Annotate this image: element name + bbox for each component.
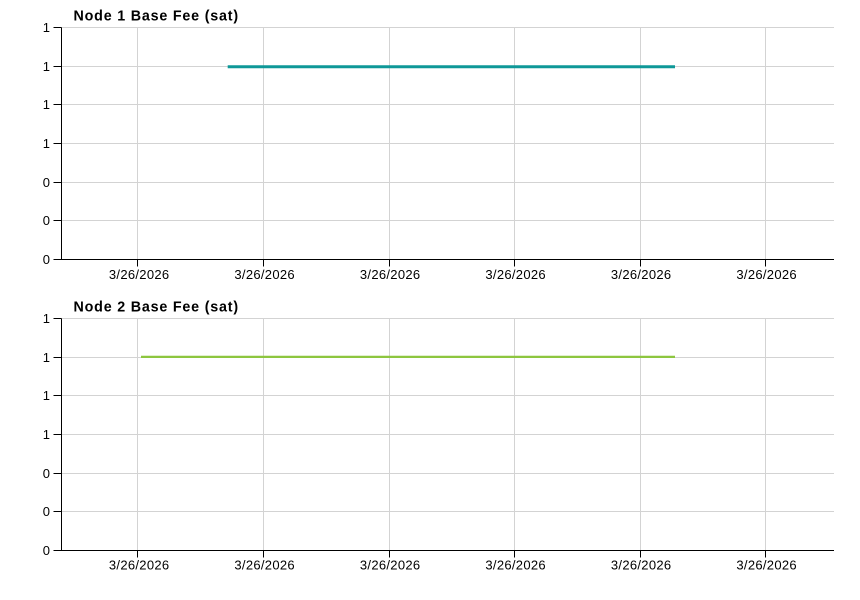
- svg-text:3/26/2026: 3/26/2026: [360, 558, 421, 573]
- svg-text:0: 0: [43, 175, 50, 190]
- svg-text:3/26/2026: 3/26/2026: [109, 267, 170, 282]
- svg-text:0: 0: [43, 213, 50, 228]
- svg-text:Node 1 Base Fee (sat): Node 1 Base Fee (sat): [74, 9, 239, 25]
- svg-text:1: 1: [43, 97, 50, 112]
- svg-text:3/26/2026: 3/26/2026: [485, 558, 546, 573]
- svg-text:Node 2 Base Fee (sat): Node 2 Base Fee (sat): [74, 300, 239, 316]
- svg-text:3/26/2026: 3/26/2026: [736, 267, 797, 282]
- svg-text:3/26/2026: 3/26/2026: [485, 267, 546, 282]
- svg-text:3/26/2026: 3/26/2026: [736, 558, 797, 573]
- svg-text:1: 1: [43, 20, 50, 35]
- svg-text:1: 1: [43, 311, 50, 326]
- svg-text:3/26/2026: 3/26/2026: [611, 267, 672, 282]
- svg-text:1: 1: [43, 427, 50, 442]
- svg-text:0: 0: [43, 466, 50, 481]
- svg-text:3/26/2026: 3/26/2026: [109, 558, 170, 573]
- svg-text:1: 1: [43, 59, 50, 74]
- svg-text:3/26/2026: 3/26/2026: [234, 558, 295, 573]
- svg-text:0: 0: [43, 504, 50, 519]
- svg-text:0: 0: [43, 252, 50, 267]
- svg-text:3/26/2026: 3/26/2026: [360, 267, 421, 282]
- svg-text:3/26/2026: 3/26/2026: [611, 558, 672, 573]
- svg-text:3/26/2026: 3/26/2026: [234, 267, 295, 282]
- svg-text:1: 1: [43, 350, 50, 365]
- svg-text:1: 1: [43, 388, 50, 403]
- svg-text:0: 0: [43, 543, 50, 558]
- svg-text:1: 1: [43, 136, 50, 151]
